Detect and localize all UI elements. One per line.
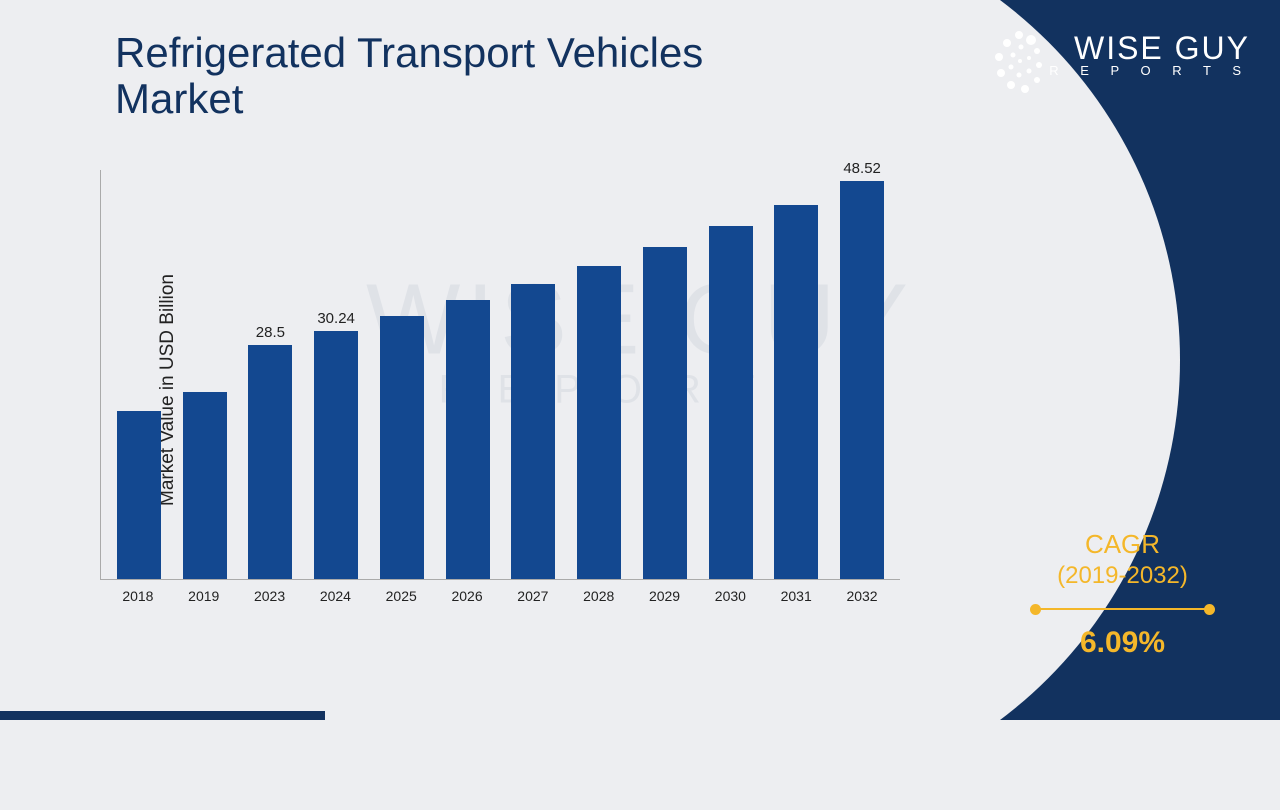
x-tick: 2030 xyxy=(708,580,752,610)
bottom-accent-bar xyxy=(0,711,325,720)
bar-wrap xyxy=(577,266,621,579)
bar xyxy=(511,284,555,579)
logo-main-text: WISE GUY xyxy=(1049,30,1250,67)
logo-sub-text: R E P O R T S xyxy=(1049,63,1250,78)
x-tick: 2029 xyxy=(643,580,687,610)
x-tick: 2026 xyxy=(445,580,489,610)
bar xyxy=(314,331,358,579)
brand-logo: WISE GUY R E P O R T S xyxy=(1049,30,1250,78)
x-tick: 2025 xyxy=(379,580,423,610)
bar-wrap xyxy=(709,226,753,579)
bar xyxy=(183,392,227,579)
bar-wrap: 48.52 xyxy=(840,160,884,579)
bar xyxy=(380,316,424,579)
bar-wrap xyxy=(380,316,424,579)
bar xyxy=(774,205,818,579)
x-tick-label: 2027 xyxy=(511,588,555,604)
x-tick: 2024 xyxy=(313,580,357,610)
bar-wrap xyxy=(117,411,161,579)
x-tick-label: 2028 xyxy=(577,588,621,604)
bar-wrap xyxy=(446,300,490,579)
bar-wrap: 30.24 xyxy=(314,310,358,579)
logo-head-icon xyxy=(989,25,1049,105)
bar xyxy=(709,226,753,579)
cagr-title: CAGR xyxy=(1005,529,1240,560)
bar-wrap xyxy=(643,247,687,579)
cagr-block: CAGR (2019-2032) 6.09% xyxy=(1005,529,1240,660)
bar xyxy=(446,300,490,579)
x-tick: 2018 xyxy=(116,580,160,610)
bar xyxy=(117,411,161,579)
x-tick-label: 2025 xyxy=(379,588,423,604)
bar-wrap xyxy=(511,284,555,579)
cagr-value: 6.09% xyxy=(1005,626,1240,660)
x-ticks-container: 2018 2019 2023 2024 2025 2026 2027 2028 2029 2030… xyxy=(100,580,900,610)
bar-wrap: 28.5 xyxy=(248,324,292,579)
x-tick: 2023 xyxy=(248,580,292,610)
plot-area: 28.530.2448.52 xyxy=(100,170,900,580)
x-tick-label: 2029 xyxy=(643,588,687,604)
x-tick: 2019 xyxy=(182,580,226,610)
page-title: Refrigerated Transport Vehicles Market xyxy=(115,30,815,122)
bar-value-label: 48.52 xyxy=(843,160,881,177)
x-tick-label: 2023 xyxy=(248,588,292,604)
x-tick-label: 2024 xyxy=(313,588,357,604)
cagr-divider-line xyxy=(1035,608,1210,610)
x-tick-label: 2018 xyxy=(116,588,160,604)
x-tick-label: 2019 xyxy=(182,588,226,604)
bar-wrap xyxy=(774,205,818,579)
bars-container: 28.530.2448.52 xyxy=(101,170,900,579)
x-tick: 2027 xyxy=(511,580,555,610)
bar-chart: Market Value in USD Billion 28.530.2448.… xyxy=(80,170,900,610)
bar-value-label: 28.5 xyxy=(256,324,285,341)
x-tick: 2031 xyxy=(774,580,818,610)
bar xyxy=(248,345,292,579)
x-tick-label: 2031 xyxy=(774,588,818,604)
x-tick-label: 2026 xyxy=(445,588,489,604)
cagr-range: (2019-2032) xyxy=(1005,562,1240,590)
x-tick-label: 2030 xyxy=(708,588,752,604)
bar xyxy=(840,181,884,579)
x-tick-label: 2032 xyxy=(840,588,884,604)
bar xyxy=(643,247,687,579)
bar xyxy=(577,266,621,579)
bar-wrap xyxy=(183,392,227,579)
x-tick: 2028 xyxy=(577,580,621,610)
bar-value-label: 30.24 xyxy=(317,310,355,327)
x-tick: 2032 xyxy=(840,580,884,610)
